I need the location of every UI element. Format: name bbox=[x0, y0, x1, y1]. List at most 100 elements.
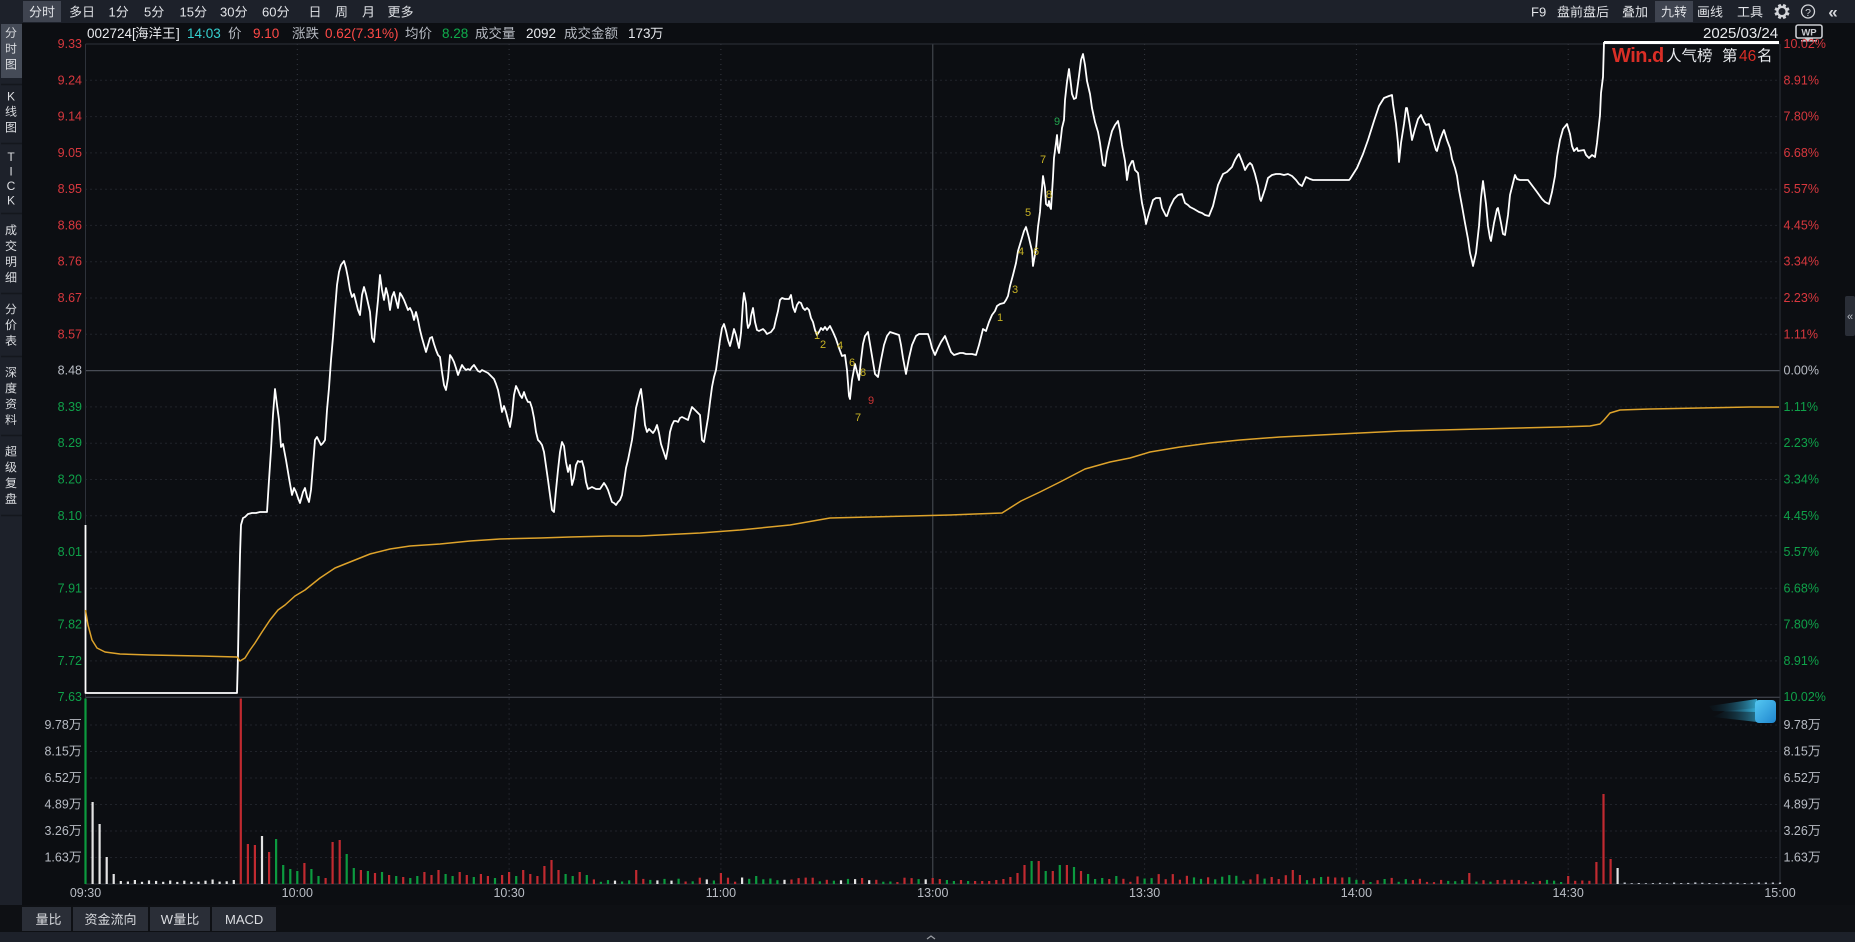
svg-text:6.52: 6.52 bbox=[1784, 771, 1808, 785]
svg-text:8.67: 8.67 bbox=[58, 291, 82, 305]
svg-text:3.34%: 3.34% bbox=[1784, 473, 1819, 487]
svg-text:14:30: 14:30 bbox=[1553, 886, 1584, 900]
svg-text:9.78: 9.78 bbox=[44, 718, 68, 732]
svg-text:6.68%: 6.68% bbox=[1784, 146, 1819, 160]
svg-text:6: 6 bbox=[1033, 246, 1039, 258]
svg-text:7.80%: 7.80% bbox=[1784, 618, 1819, 632]
svg-text:3: 3 bbox=[1012, 284, 1018, 296]
svg-text:9: 9 bbox=[1054, 116, 1060, 128]
svg-text:10:30: 10:30 bbox=[493, 886, 524, 900]
svg-text:002724[: 002724[ bbox=[87, 26, 136, 41]
svg-text:7: 7 bbox=[1040, 154, 1046, 166]
svg-text:1.63: 1.63 bbox=[44, 851, 68, 865]
svg-text:?: ? bbox=[1805, 7, 1811, 19]
svg-text:2025/03/24: 2025/03/24 bbox=[1703, 25, 1778, 42]
svg-text:]: ] bbox=[176, 26, 180, 41]
svg-text:9.24: 9.24 bbox=[58, 73, 82, 87]
svg-text:5: 5 bbox=[187, 5, 194, 20]
svg-text:8.39: 8.39 bbox=[58, 400, 82, 414]
svg-text:1: 1 bbox=[814, 330, 820, 342]
svg-text:3: 3 bbox=[220, 5, 227, 20]
svg-text:8.15: 8.15 bbox=[44, 745, 68, 759]
svg-text:7.82: 7.82 bbox=[58, 618, 82, 632]
svg-text:4.45%: 4.45% bbox=[1784, 509, 1819, 523]
svg-text:9: 9 bbox=[868, 395, 874, 407]
svg-text:10.02%: 10.02% bbox=[1784, 690, 1826, 704]
svg-text:7.80%: 7.80% bbox=[1784, 110, 1819, 124]
svg-text:MACD: MACD bbox=[225, 912, 263, 927]
svg-text:8.28: 8.28 bbox=[442, 26, 468, 41]
svg-text:T: T bbox=[7, 150, 15, 164]
svg-text:46: 46 bbox=[1739, 48, 1756, 65]
svg-text:7.63: 7.63 bbox=[58, 690, 82, 704]
svg-text:6.52: 6.52 bbox=[44, 771, 68, 785]
svg-text:8.57: 8.57 bbox=[58, 327, 82, 341]
svg-text:2.23%: 2.23% bbox=[1784, 436, 1819, 450]
svg-text:4.89: 4.89 bbox=[44, 798, 68, 812]
svg-text:7.72: 7.72 bbox=[58, 654, 82, 668]
svg-text:6.68%: 6.68% bbox=[1784, 581, 1819, 595]
svg-text:8.20: 8.20 bbox=[58, 473, 82, 487]
svg-text:09:30: 09:30 bbox=[70, 886, 101, 900]
svg-text:5.57%: 5.57% bbox=[1784, 545, 1819, 559]
svg-text:1: 1 bbox=[109, 5, 116, 20]
svg-text:11:00: 11:00 bbox=[706, 886, 736, 900]
svg-text:2092: 2092 bbox=[526, 26, 556, 41]
svg-text:8: 8 bbox=[1046, 189, 1052, 201]
svg-text:2: 2 bbox=[820, 339, 826, 351]
svg-text:1.63: 1.63 bbox=[1784, 851, 1808, 865]
svg-text:1: 1 bbox=[997, 312, 1003, 324]
svg-text:0: 0 bbox=[227, 5, 234, 20]
svg-text:C: C bbox=[7, 179, 16, 193]
svg-text:K: K bbox=[7, 193, 15, 207]
svg-text:14:00: 14:00 bbox=[1341, 886, 1372, 900]
svg-text:WP: WP bbox=[1801, 28, 1817, 39]
svg-text:K: K bbox=[7, 90, 15, 104]
svg-text:9.05: 9.05 bbox=[58, 146, 82, 160]
svg-text:9.14: 9.14 bbox=[58, 110, 82, 124]
svg-text:3.26: 3.26 bbox=[44, 824, 68, 838]
svg-text:13:00: 13:00 bbox=[917, 886, 948, 900]
svg-text:W: W bbox=[161, 912, 174, 927]
svg-text:9.33: 9.33 bbox=[58, 37, 82, 51]
svg-text:1: 1 bbox=[180, 5, 187, 20]
svg-text:8.01: 8.01 bbox=[58, 545, 82, 559]
svg-text:8.86: 8.86 bbox=[58, 218, 82, 232]
svg-text:10.02%: 10.02% bbox=[1784, 37, 1826, 51]
svg-text:2.23%: 2.23% bbox=[1784, 291, 1819, 305]
svg-text:173: 173 bbox=[628, 26, 651, 41]
svg-text:1.11%: 1.11% bbox=[1784, 400, 1819, 414]
svg-text:1.11%: 1.11% bbox=[1784, 327, 1819, 341]
svg-text:0.62(7.31%): 0.62(7.31%) bbox=[325, 26, 399, 41]
svg-text:8.48: 8.48 bbox=[58, 364, 82, 378]
svg-text:5: 5 bbox=[144, 5, 151, 20]
svg-text:8.29: 8.29 bbox=[58, 436, 82, 450]
svg-text:3.34%: 3.34% bbox=[1784, 255, 1819, 269]
svg-text:4.45%: 4.45% bbox=[1784, 218, 1819, 232]
svg-text:F9: F9 bbox=[1531, 5, 1546, 20]
svg-text:8.91%: 8.91% bbox=[1784, 73, 1819, 87]
svg-text:10:00: 10:00 bbox=[282, 886, 313, 900]
svg-text:9.78: 9.78 bbox=[1784, 718, 1808, 732]
svg-text:«: « bbox=[1847, 311, 1853, 323]
svg-text:I: I bbox=[9, 165, 12, 179]
svg-text:7.91: 7.91 bbox=[58, 581, 82, 595]
svg-text:8.10: 8.10 bbox=[58, 509, 82, 523]
svg-text:«: « bbox=[1828, 3, 1837, 22]
svg-text:4: 4 bbox=[837, 340, 843, 352]
svg-text:5.57%: 5.57% bbox=[1784, 182, 1819, 196]
svg-text:5: 5 bbox=[1025, 207, 1031, 219]
svg-text:8: 8 bbox=[860, 367, 866, 379]
svg-text:8.91%: 8.91% bbox=[1784, 654, 1819, 668]
svg-text:8.95: 8.95 bbox=[58, 182, 82, 196]
svg-text:Win.d: Win.d bbox=[1612, 45, 1664, 67]
svg-text:3.26: 3.26 bbox=[1784, 824, 1808, 838]
svg-text:0.00%: 0.00% bbox=[1784, 364, 1819, 378]
svg-text:15:00: 15:00 bbox=[1764, 886, 1795, 900]
svg-text:14:03: 14:03 bbox=[187, 26, 221, 41]
svg-text:9.10: 9.10 bbox=[253, 26, 279, 41]
svg-text:7: 7 bbox=[855, 412, 861, 424]
svg-text:6: 6 bbox=[262, 5, 269, 20]
svg-text:6: 6 bbox=[849, 357, 855, 369]
svg-text:4.89: 4.89 bbox=[1784, 798, 1808, 812]
